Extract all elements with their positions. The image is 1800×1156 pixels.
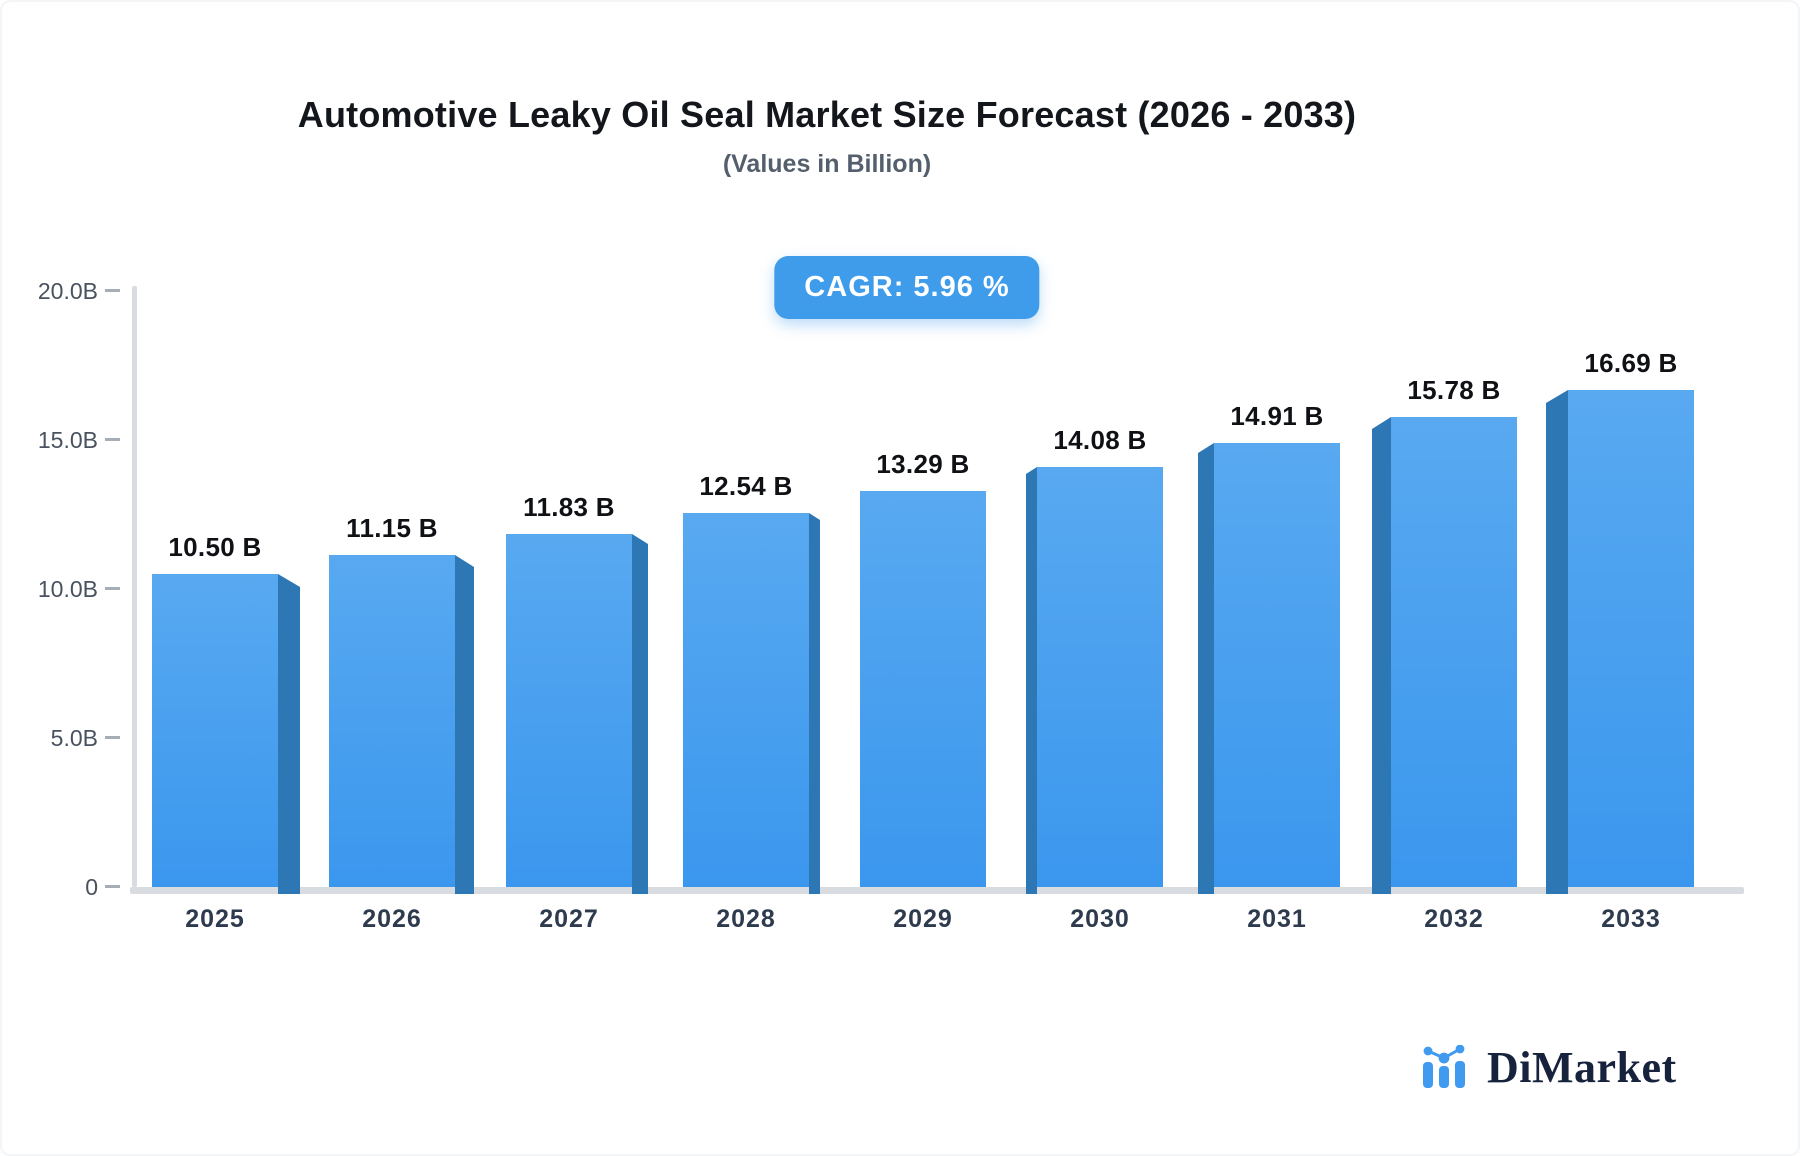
bar-2031 [1214, 443, 1340, 887]
bar-value-label: 13.29 B [876, 449, 970, 479]
chart-subtitle: (Values in Billion) [722, 150, 932, 178]
bar-3d-side-2031 [1198, 443, 1214, 894]
bar-3d-side-2028 [809, 513, 820, 894]
y-axis-tick [105, 438, 120, 441]
y-axis-tick-label: 10.0B [37, 576, 98, 602]
x-axis-label-2026: 2026 [362, 905, 422, 933]
x-axis-label-2032: 2032 [1424, 905, 1484, 933]
dimarket-logo: DiMarket [1422, 1042, 1677, 1093]
bar-2033 [1568, 390, 1694, 887]
bar-value-label: 12.54 B [699, 471, 793, 501]
bar-3d-side-2030 [1026, 467, 1037, 894]
bar-3d-side-2032 [1372, 417, 1391, 894]
bar-value-label: 11.83 B [523, 492, 615, 522]
y-axis-tick-label: 15.0B [37, 427, 98, 453]
bar-2026 [329, 555, 455, 887]
y-axis-tick [105, 885, 120, 888]
x-axis-label-2029: 2029 [893, 905, 953, 933]
bar-value-label: 14.08 B [1053, 425, 1147, 455]
y-axis-tick [105, 587, 120, 590]
x-axis-label-2028: 2028 [716, 905, 776, 933]
bar-value-label: 10.50 B [168, 532, 262, 562]
x-axis-label-2030: 2030 [1070, 905, 1130, 933]
cagr-badge: CAGR: 5.96 % [774, 256, 1040, 319]
bar-3d-side-2026 [455, 555, 474, 894]
bar-value-label: 15.78 B [1407, 375, 1501, 405]
bar-3d-side-2033 [1546, 390, 1568, 894]
bar-3d-side-2025 [278, 574, 300, 894]
y-axis-tick-label: 20.0B [37, 278, 98, 304]
bar-chart-logo-icon [1423, 1044, 1465, 1088]
y-axis-tick-label: 5.0B [50, 725, 98, 751]
bar-2025 [152, 574, 278, 887]
x-axis-label-2025: 2025 [185, 905, 245, 933]
bar-3d-side-2027 [632, 534, 648, 894]
bar-value-label: 16.69 B [1584, 348, 1678, 378]
bar-2028 [683, 513, 809, 887]
logo-text: DiMarket [1487, 1043, 1677, 1092]
chart-title: Automotive Leaky Oil Seal Market Size Fo… [297, 94, 1357, 135]
bar-2029 [860, 491, 986, 887]
y-axis-line [132, 286, 137, 887]
bar-2030 [1037, 467, 1163, 887]
y-axis-tick [105, 736, 120, 739]
bar-value-label: 14.91 B [1230, 401, 1324, 431]
y-axis-tick [105, 289, 120, 292]
x-axis-label-2027: 2027 [539, 905, 599, 933]
x-axis-label-2031: 2031 [1247, 905, 1307, 933]
x-axis-label-2033: 2033 [1601, 905, 1661, 933]
bar-value-label: 11.15 B [346, 513, 438, 543]
x-axis-baseline [130, 887, 1744, 894]
bar-2032 [1391, 417, 1517, 887]
bar-2027 [506, 534, 632, 887]
y-axis-tick-label: 0 [85, 874, 98, 900]
